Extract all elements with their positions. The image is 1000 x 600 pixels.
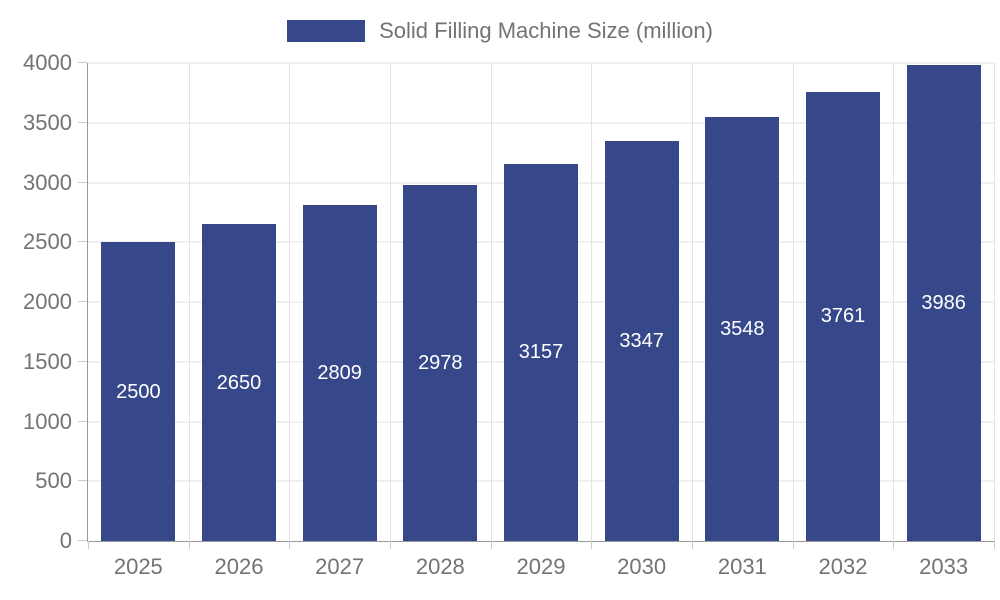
- x-axis-tick: [490, 541, 492, 549]
- bar-2033[interactable]: 3986: [906, 64, 981, 541]
- bar-value-label: 3761: [820, 305, 866, 328]
- v-gridline: [792, 63, 794, 541]
- y-axis-label: 0: [59, 528, 72, 553]
- bar-value-label: 3548: [720, 318, 765, 340]
- x-axis-tick: [389, 541, 391, 549]
- bar-slot: 2500: [88, 63, 189, 541]
- bar-2029[interactable]: 3157: [503, 163, 578, 541]
- bar-2028[interactable]: 2978: [403, 185, 478, 541]
- v-gridline: [994, 63, 995, 541]
- v-gridline: [389, 63, 391, 541]
- h-gridline: [88, 122, 994, 124]
- bar-slot: 2809: [289, 63, 390, 541]
- bar-2026[interactable]: 2650: [201, 224, 276, 541]
- v-gridline: [591, 63, 593, 541]
- bar-slot: 3548: [692, 63, 793, 541]
- v-gridline: [691, 63, 693, 541]
- x-axis-tick: [893, 541, 895, 549]
- bar-2027[interactable]: 2809: [302, 205, 377, 541]
- y-axis-tick: [78, 420, 87, 422]
- x-axis-label: 2025: [113, 554, 163, 579]
- y-axis-tick: [78, 360, 87, 362]
- y-axis-label: 3000: [23, 169, 72, 195]
- x-axis-label: 2031: [717, 554, 767, 579]
- x-axis-tick: [792, 541, 794, 549]
- legend-swatch: [287, 20, 366, 43]
- bar-slot: 2978: [390, 63, 491, 541]
- bar-slot: 3347: [591, 63, 692, 541]
- y-axis-tick: [78, 62, 87, 63]
- v-gridline: [490, 63, 492, 541]
- x-axis-tick: [188, 541, 190, 549]
- x-axis-label: 2033: [919, 554, 969, 579]
- x-axis-tick: [994, 541, 995, 549]
- bar-value-label: 2809: [317, 362, 362, 385]
- v-gridline: [188, 63, 190, 541]
- x-axis-label: 2026: [214, 554, 264, 579]
- x-axis-tick: [691, 541, 693, 549]
- bar-slot: 2650: [189, 63, 290, 541]
- y-axis-tick: [78, 480, 87, 482]
- bar-value-label: 3157: [518, 341, 564, 364]
- x-axis-label: 2032: [818, 554, 868, 579]
- v-gridline: [893, 63, 895, 541]
- bar-slot: 3986: [893, 63, 994, 541]
- y-axis-label: 1500: [23, 348, 72, 374]
- y-axis-label: 3500: [23, 109, 72, 135]
- bar-slot: 3761: [793, 63, 894, 541]
- y-axis-label: 4000: [23, 50, 72, 75]
- bar-2030[interactable]: 3347: [604, 141, 679, 541]
- x-axis-tick: [591, 541, 593, 549]
- x-axis-label: 2027: [315, 554, 365, 579]
- y-axis-tick: [78, 241, 87, 243]
- bar-value-label: 2500: [116, 380, 161, 403]
- y-axis-tick: [78, 540, 87, 541]
- bar-2025[interactable]: 2500: [101, 242, 176, 541]
- x-axis-tick: [289, 541, 291, 549]
- bar-slot: 3157: [491, 63, 592, 541]
- x-axis-tick: [88, 541, 89, 549]
- h-gridline: [88, 62, 994, 64]
- bar-2032[interactable]: 3761: [805, 91, 880, 541]
- y-axis-label: 2000: [23, 289, 72, 314]
- y-axis-tick: [78, 121, 87, 123]
- x-axis-label: 2029: [516, 554, 566, 579]
- y-axis-label: 2500: [23, 229, 72, 255]
- y-axis-label: 1000: [23, 408, 72, 434]
- legend[interactable]: Solid Filling Machine Size (million): [0, 18, 1000, 44]
- legend-label: Solid Filling Machine Size (million): [379, 18, 713, 43]
- x-axis-label: 2028: [415, 554, 465, 579]
- y-axis-tick: [78, 301, 87, 302]
- plot-area: 0 500 1000 1500 2000 2500 3000 3500 4000 2500 2025…: [23, 52, 995, 578]
- bar-value-label: 3986: [921, 291, 966, 314]
- v-gridline: [289, 63, 291, 541]
- y-axis-label: 500: [35, 468, 72, 494]
- bar-value-label: 2650: [216, 371, 262, 394]
- bar-value-label: 3347: [619, 330, 664, 353]
- x-axis-label: 2030: [617, 554, 667, 579]
- bar-value-label: 2978: [418, 352, 463, 375]
- y-axis-tick: [78, 181, 87, 183]
- bar-2031[interactable]: 3548: [705, 117, 780, 541]
